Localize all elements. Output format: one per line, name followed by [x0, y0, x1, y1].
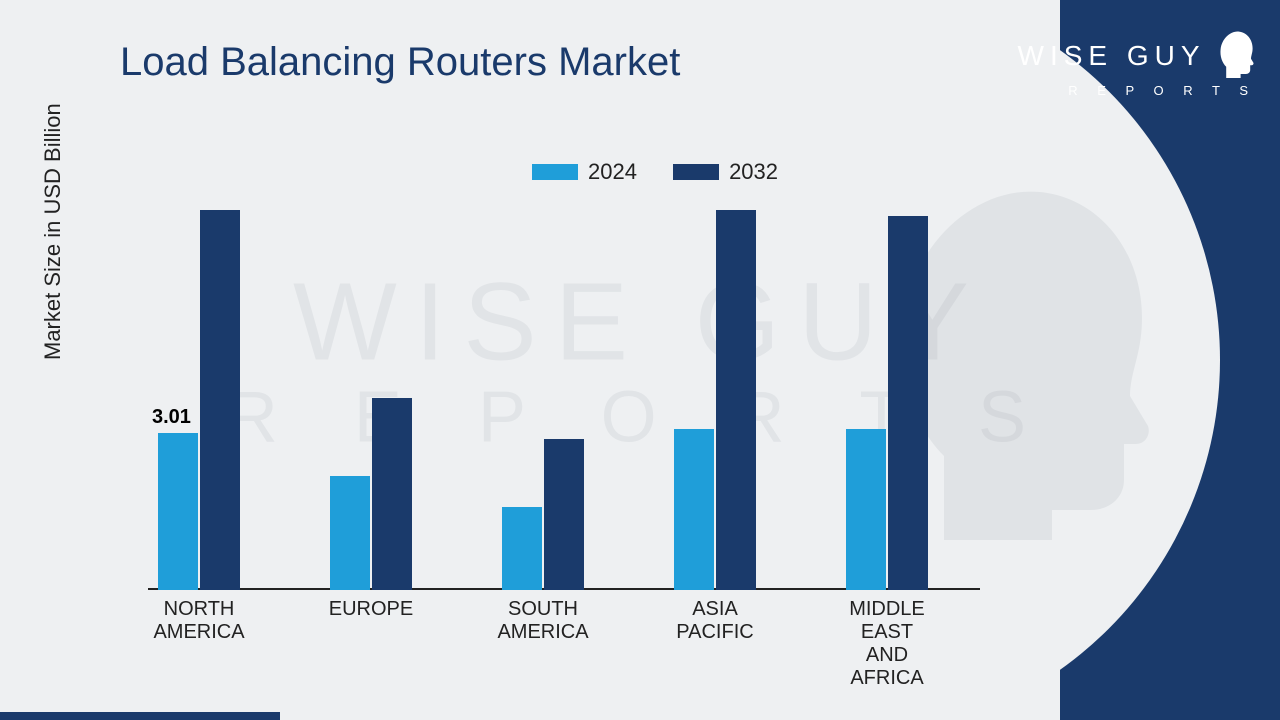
bar-2032 — [888, 216, 928, 590]
bar-2024 — [330, 476, 370, 590]
legend: 2024 2032 — [0, 158, 1280, 185]
bar-2024 — [674, 429, 714, 590]
canvas: WISE GUY R E P O R T S WISE GUY — [0, 0, 1280, 720]
brand-line2: R E P O R T S — [1018, 84, 1256, 97]
brain-head-icon — [1214, 30, 1256, 82]
x-axis-category-label: MIDDLEEASTANDAFRICA — [817, 598, 957, 690]
bar-2024 — [158, 433, 198, 590]
x-axis-category-label: ASIAPACIFIC — [645, 598, 785, 644]
legend-swatch-2032 — [673, 164, 719, 180]
brand-line1: WISE GUY — [1018, 42, 1206, 70]
x-axis-category-label: SOUTHAMERICA — [473, 598, 613, 644]
bar-2032 — [544, 439, 584, 590]
chart-area: 3.01 — [110, 200, 980, 590]
x-axis-labels: NORTHAMERICA EUROPE SOUTHAMERICA ASIAPACIFI… — [110, 590, 980, 720]
legend-label-2024: 2024 — [588, 159, 637, 184]
bar-2032 — [200, 210, 240, 590]
legend-label-2032: 2032 — [729, 159, 778, 184]
plot-area: 3.01 — [148, 200, 980, 590]
brand-logo: WISE GUY — [1018, 30, 1256, 97]
legend-swatch-2024 — [532, 164, 578, 180]
bar-2024 — [502, 507, 542, 590]
bar-2032 — [372, 398, 412, 590]
bar-2024 — [846, 429, 886, 590]
bar-value-label: 3.01 — [152, 406, 191, 429]
x-axis-category-label: NORTHAMERICA — [129, 598, 269, 644]
chart-title: Load Balancing Routers Market — [120, 40, 680, 85]
y-axis-label: Market Size in USD Billion — [40, 103, 66, 360]
bar-2032 — [716, 210, 756, 590]
x-axis-category-label: EUROPE — [301, 598, 441, 621]
